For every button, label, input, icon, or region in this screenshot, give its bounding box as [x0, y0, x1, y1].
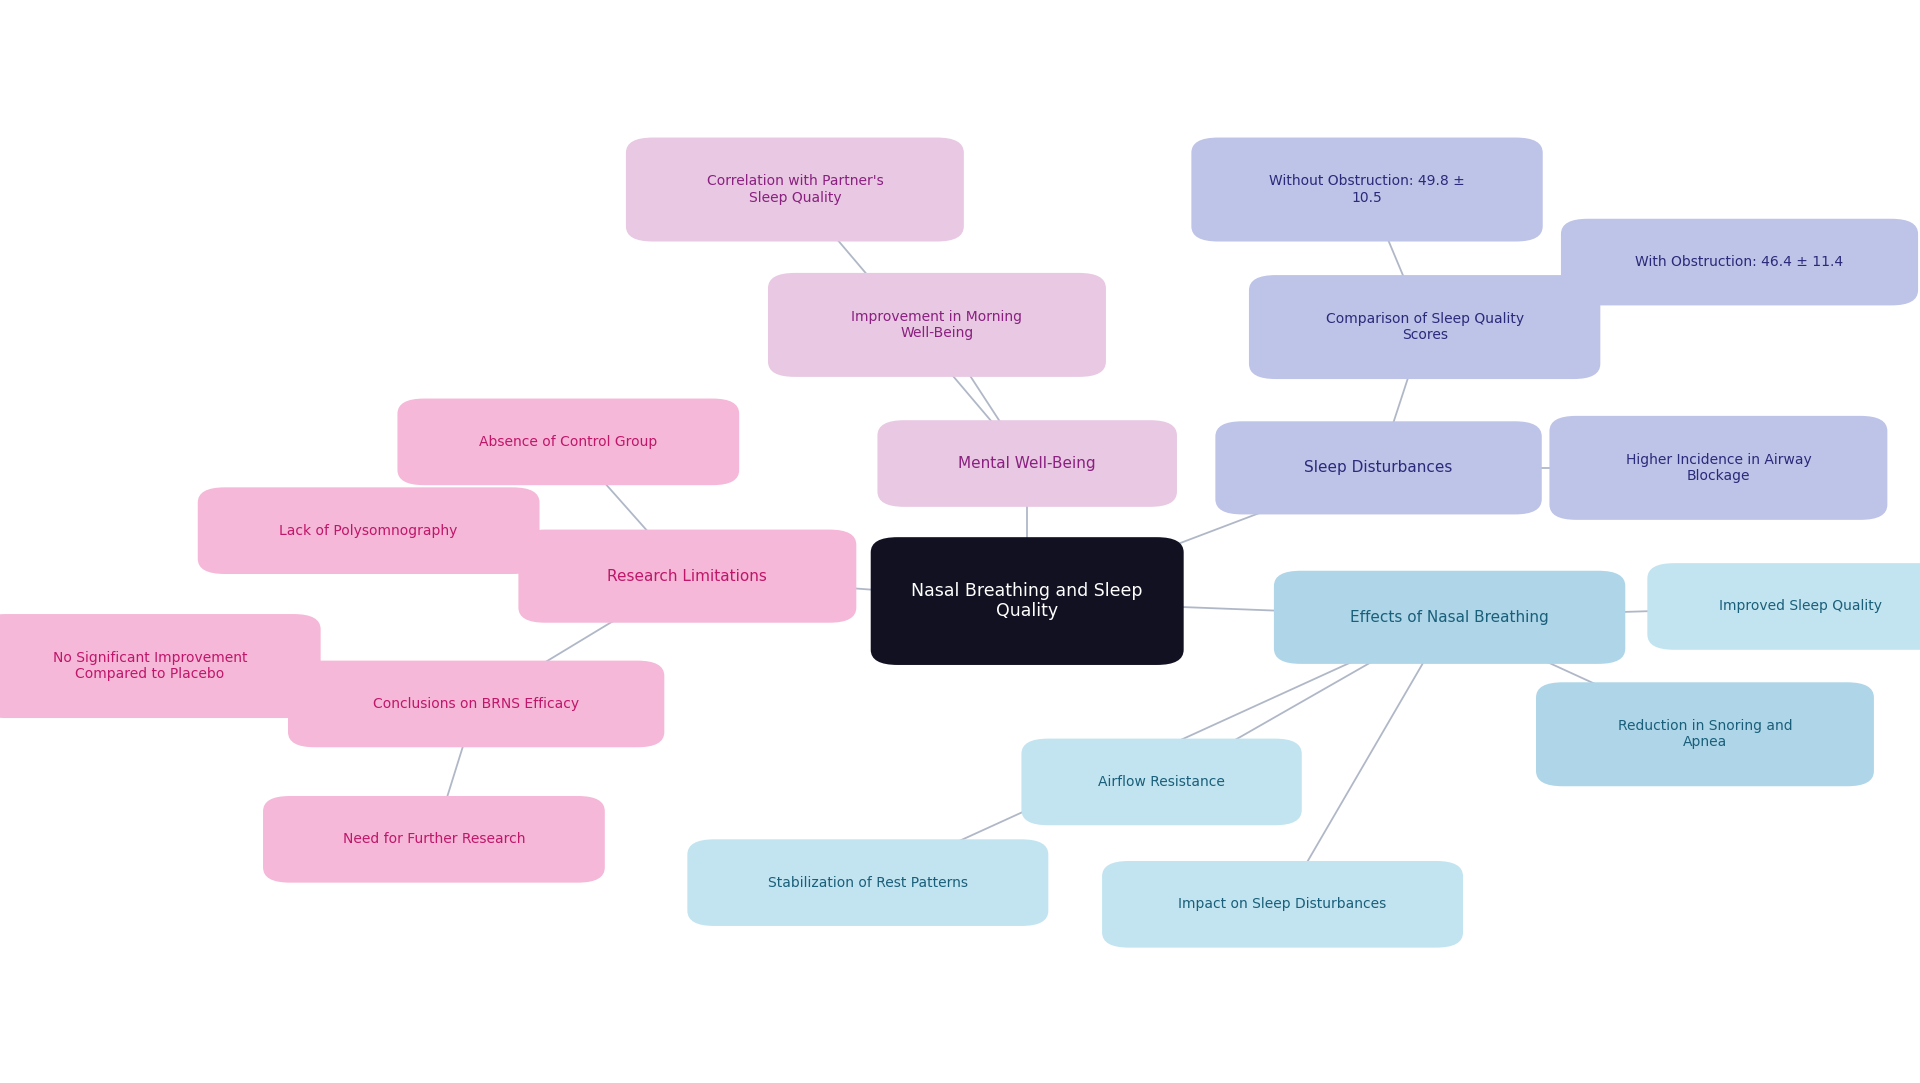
FancyBboxPatch shape — [263, 796, 605, 883]
FancyBboxPatch shape — [626, 138, 964, 242]
FancyBboxPatch shape — [872, 537, 1183, 665]
Text: Airflow Resistance: Airflow Resistance — [1098, 775, 1225, 788]
FancyBboxPatch shape — [1549, 416, 1887, 520]
Text: Without Obstruction: 49.8 ±
10.5: Without Obstruction: 49.8 ± 10.5 — [1269, 174, 1465, 205]
FancyBboxPatch shape — [198, 487, 540, 574]
Text: No Significant Improvement
Compared to Placebo: No Significant Improvement Compared to P… — [52, 651, 248, 681]
FancyBboxPatch shape — [877, 420, 1177, 507]
FancyBboxPatch shape — [1102, 861, 1463, 948]
FancyBboxPatch shape — [768, 273, 1106, 377]
FancyBboxPatch shape — [1647, 563, 1920, 650]
Text: Lack of Polysomnography: Lack of Polysomnography — [280, 524, 457, 537]
Text: Comparison of Sleep Quality
Scores: Comparison of Sleep Quality Scores — [1325, 312, 1524, 342]
Text: Improvement in Morning
Well-Being: Improvement in Morning Well-Being — [851, 310, 1023, 340]
Text: Conclusions on BRNS Efficacy: Conclusions on BRNS Efficacy — [372, 697, 580, 710]
Text: Reduction in Snoring and
Apnea: Reduction in Snoring and Apnea — [1619, 719, 1791, 749]
FancyBboxPatch shape — [288, 661, 664, 747]
Text: Research Limitations: Research Limitations — [607, 569, 768, 584]
Text: With Obstruction: 46.4 ± 11.4: With Obstruction: 46.4 ± 11.4 — [1636, 256, 1843, 269]
Text: Improved Sleep Quality: Improved Sleep Quality — [1720, 600, 1882, 613]
FancyBboxPatch shape — [1536, 682, 1874, 786]
FancyBboxPatch shape — [1021, 739, 1302, 825]
FancyBboxPatch shape — [1215, 421, 1542, 514]
Text: Nasal Breathing and Sleep
Quality: Nasal Breathing and Sleep Quality — [912, 582, 1142, 621]
Text: Mental Well-Being: Mental Well-Being — [958, 456, 1096, 471]
Text: Absence of Control Group: Absence of Control Group — [480, 435, 657, 448]
Text: Effects of Nasal Breathing: Effects of Nasal Breathing — [1350, 610, 1549, 625]
FancyBboxPatch shape — [687, 839, 1048, 926]
Text: Need for Further Research: Need for Further Research — [342, 833, 526, 846]
FancyBboxPatch shape — [397, 399, 739, 485]
FancyBboxPatch shape — [1275, 571, 1624, 664]
Text: Correlation with Partner's
Sleep Quality: Correlation with Partner's Sleep Quality — [707, 174, 883, 205]
FancyBboxPatch shape — [1561, 219, 1918, 305]
FancyBboxPatch shape — [0, 614, 321, 718]
Text: Higher Incidence in Airway
Blockage: Higher Incidence in Airway Blockage — [1626, 453, 1811, 483]
Text: Stabilization of Rest Patterns: Stabilization of Rest Patterns — [768, 876, 968, 889]
Text: Impact on Sleep Disturbances: Impact on Sleep Disturbances — [1179, 898, 1386, 911]
FancyBboxPatch shape — [1248, 275, 1599, 379]
FancyBboxPatch shape — [518, 530, 856, 623]
Text: Sleep Disturbances: Sleep Disturbances — [1304, 460, 1453, 475]
FancyBboxPatch shape — [1190, 138, 1542, 242]
